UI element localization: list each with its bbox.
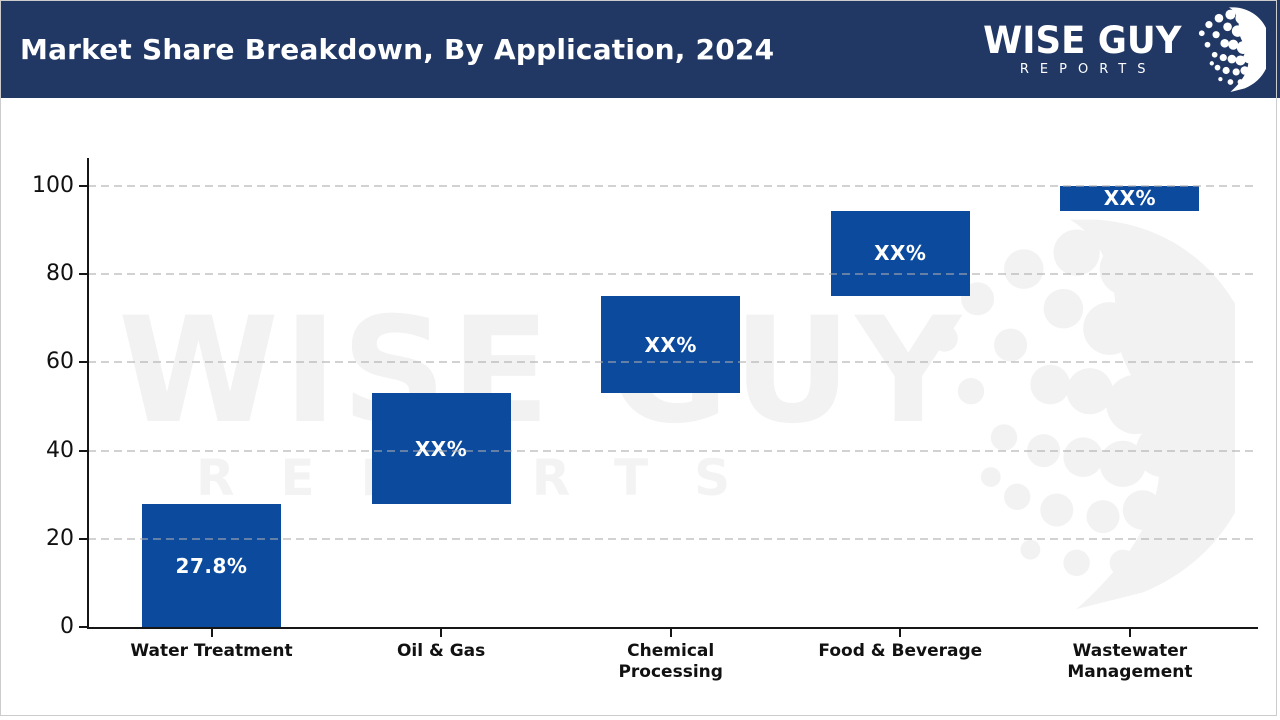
wiseguy-logo: WISE GUY REPORTS: [979, 6, 1266, 92]
bar-value-label: XX%: [414, 436, 468, 461]
waterfall-bar[interactable]: XX%: [371, 393, 511, 505]
y-axis-line: [87, 158, 89, 629]
y-tick-label: 80: [46, 261, 74, 287]
waterfall-bar[interactable]: 27.8%: [142, 504, 281, 627]
x-category-label: Water Treatment: [130, 641, 293, 661]
logo-wordmark: WISE GUY: [983, 19, 1182, 62]
chart-area: WISE GUY REPORTS 02040608010027.8%Water …: [0, 98, 1280, 720]
bar-value-label: XX%: [874, 241, 927, 266]
x-tick-mark: [1128, 629, 1131, 637]
bar-value-label: 27.8%: [175, 553, 248, 578]
y-tick-mark: [79, 273, 88, 276]
x-category-label: Food & Beverage: [818, 641, 983, 661]
y-gridline: [88, 273, 1258, 276]
logo-face-icon: [1198, 7, 1266, 92]
y-tick-label: 100: [32, 173, 74, 198]
x-tick-mark: [440, 629, 443, 637]
y-tick-label: 0: [60, 614, 74, 639]
watermark-wordmark: WISE GUY: [118, 286, 966, 456]
y-gridline: [88, 537, 1258, 540]
y-tick-label: 20: [46, 525, 74, 551]
x-tick-mark: [899, 629, 902, 637]
y-tick-mark: [79, 626, 88, 628]
x-axis-line: [88, 627, 1258, 629]
y-gridline: [88, 185, 1258, 187]
y-gridline: [88, 361, 1258, 364]
y-tick-mark: [79, 361, 88, 364]
bar-value-label: XX%: [1103, 186, 1157, 211]
y-tick-mark: [79, 537, 88, 540]
header: Market Share Breakdown, By Application, …: [0, 0, 1280, 98]
logo-text: WISE GUY REPORTS: [979, 22, 1186, 76]
waterfall-bar[interactable]: XX%: [830, 210, 970, 297]
y-tick-label: 40: [46, 437, 74, 463]
logo-subtext: REPORTS: [1019, 62, 1157, 77]
y-tick-mark: [79, 449, 88, 452]
x-category-label: Chemical Processing: [618, 641, 723, 683]
x-tick-mark: [210, 629, 213, 637]
x-tick-mark: [669, 629, 672, 637]
y-gridline: [88, 449, 1258, 452]
x-category-label: Oil & Gas: [396, 641, 486, 661]
bar-value-label: XX%: [644, 332, 697, 357]
waterfall-bar[interactable]: XX%: [1060, 186, 1200, 211]
y-tick-mark: [79, 185, 88, 187]
x-category-label: Wastewater Management: [1067, 641, 1193, 683]
page-title: Market Share Breakdown, By Application, …: [20, 32, 775, 66]
y-tick-label: 60: [46, 349, 74, 375]
waterfall-bar[interactable]: XX%: [601, 296, 741, 394]
